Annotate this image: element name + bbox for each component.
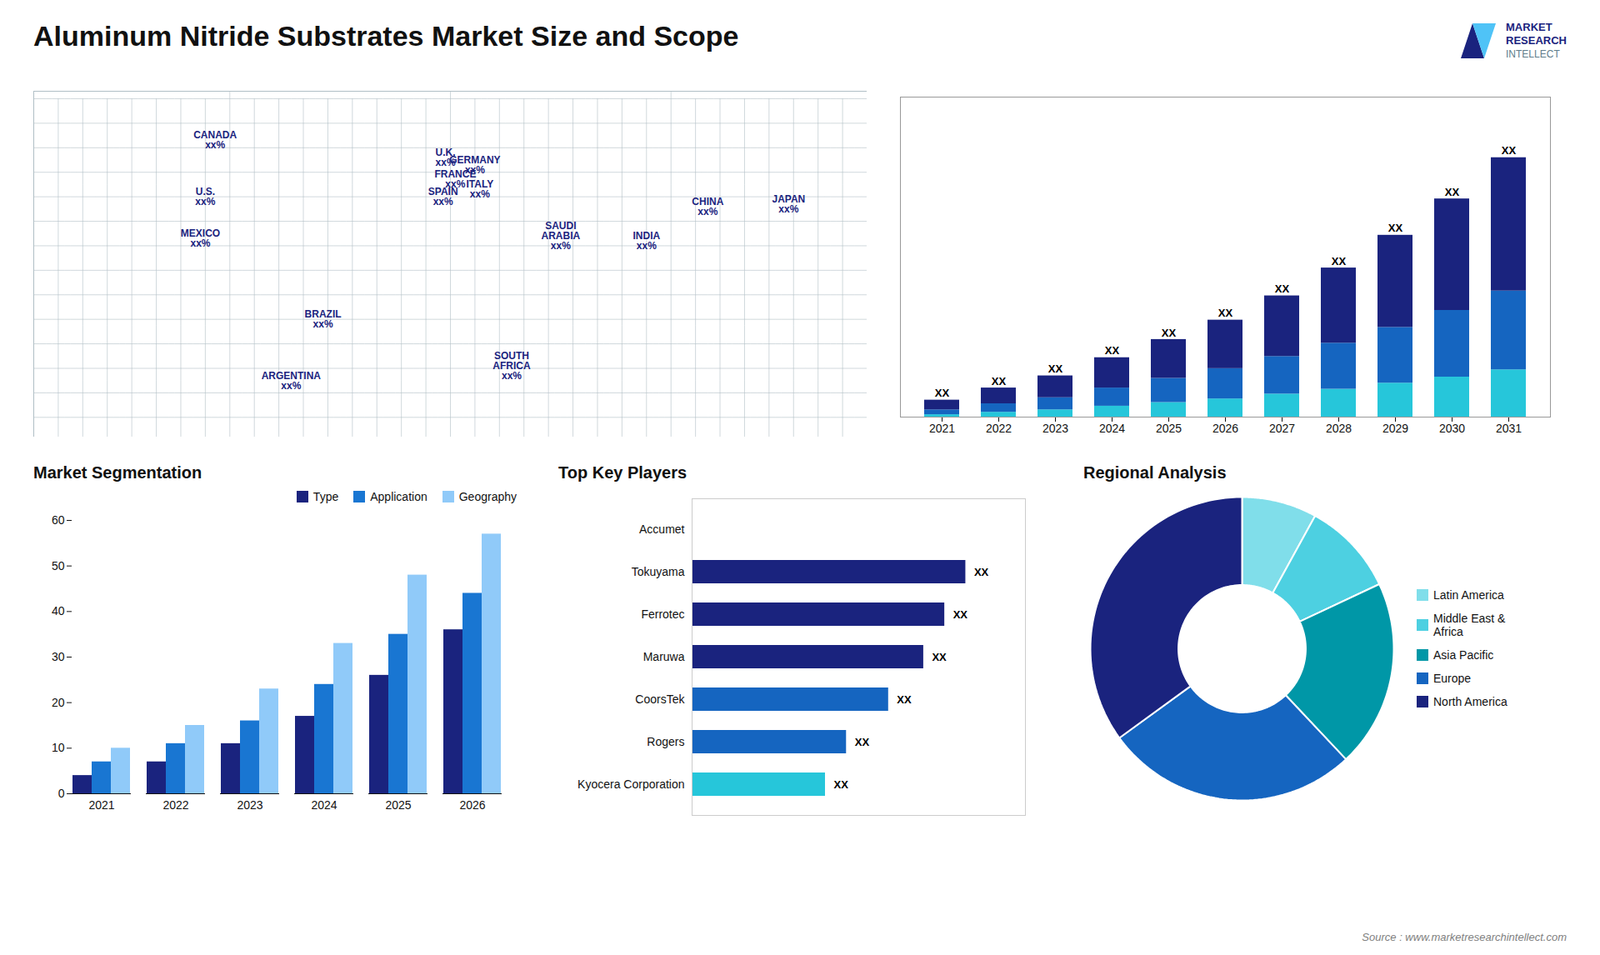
svg-text:0: 0 [58,786,65,800]
svg-text:MEXICOxx%: MEXICOxx% [180,226,220,249]
svg-text:XX: XX [855,735,870,749]
svg-text:ARGENTINAxx%: ARGENTINAxx% [261,369,322,391]
svg-text:SAUDIARABIAxx%: SAUDIARABIAxx% [541,220,581,252]
svg-text:XX: XX [931,650,947,664]
svg-text:CoorsTek: CoorsTek [635,692,685,706]
svg-text:XX: XX [1445,185,1460,199]
svg-text:BRAZILxx%: BRAZILxx% [305,308,342,330]
svg-text:JAPANxx%: JAPANxx% [771,192,805,215]
svg-text:2021: 2021 [929,421,955,435]
svg-text:GERMANYxx%: GERMANYxx% [449,153,500,175]
svg-text:XX: XX [974,565,990,579]
svg-text:CHINAxx%: CHINAxx% [691,195,724,217]
svg-text:2023: 2023 [1042,421,1069,435]
svg-text:XX: XX [1501,144,1517,157]
svg-text:Maruwa: Maruwa [643,650,685,664]
svg-text:ITALYxx%: ITALYxx% [465,178,494,200]
svg-text:Tokuyama: Tokuyama [631,565,685,579]
svg-text:XX: XX [896,693,912,706]
svg-text:XX: XX [834,778,850,791]
svg-text:2024: 2024 [310,798,337,812]
svg-text:2023: 2023 [236,798,263,812]
svg-text:60: 60 [51,513,65,527]
svg-text:2022: 2022 [985,421,1012,435]
svg-text:SPAINxx%: SPAINxx% [428,185,459,207]
svg-text:XX: XX [1161,326,1177,340]
svg-text:50: 50 [51,559,65,573]
svg-text:30: 30 [51,650,65,664]
svg-text:XX: XX [1275,282,1290,295]
svg-text:XX: XX [1048,362,1064,375]
svg-text:10: 10 [51,740,65,755]
svg-text:2026: 2026 [1212,421,1239,435]
svg-text:2031: 2031 [1495,421,1522,435]
svg-text:2028: 2028 [1325,421,1352,435]
svg-text:2027: 2027 [1269,421,1295,435]
svg-text:XX: XX [1331,255,1347,268]
svg-text:XX: XX [1388,221,1404,235]
svg-text:XX: XX [935,386,950,400]
svg-text:2022: 2022 [162,798,189,812]
svg-text:2021: 2021 [88,798,115,812]
svg-text:2025: 2025 [385,798,411,812]
svg-text:2025: 2025 [1155,421,1182,435]
svg-text:INDIAxx%: INDIAxx% [632,229,660,251]
svg-text:Rogers: Rogers [646,735,685,749]
svg-text:Ferrotec: Ferrotec [640,607,685,621]
svg-text:CANADAxx%: CANADAxx% [193,129,237,151]
svg-text:2030: 2030 [1439,421,1465,435]
svg-text:XX: XX [1105,344,1120,357]
svg-text:Accumet: Accumet [639,522,685,536]
svg-text:XX: XX [1218,306,1234,320]
svg-text:U.S.xx%: U.S.xx% [195,185,215,207]
svg-text:2024: 2024 [1099,421,1125,435]
svg-text:Kyocera Corporation: Kyocera Corporation [577,777,685,791]
svg-text:XX: XX [953,608,969,621]
svg-text:40: 40 [51,604,65,618]
svg-text:XX: XX [991,375,1007,388]
svg-text:2026: 2026 [459,798,485,812]
svg-text:2029: 2029 [1382,421,1409,435]
svg-text:SOUTHAFRICAxx%: SOUTHAFRICAxx% [492,349,531,381]
svg-text:20: 20 [51,695,65,710]
